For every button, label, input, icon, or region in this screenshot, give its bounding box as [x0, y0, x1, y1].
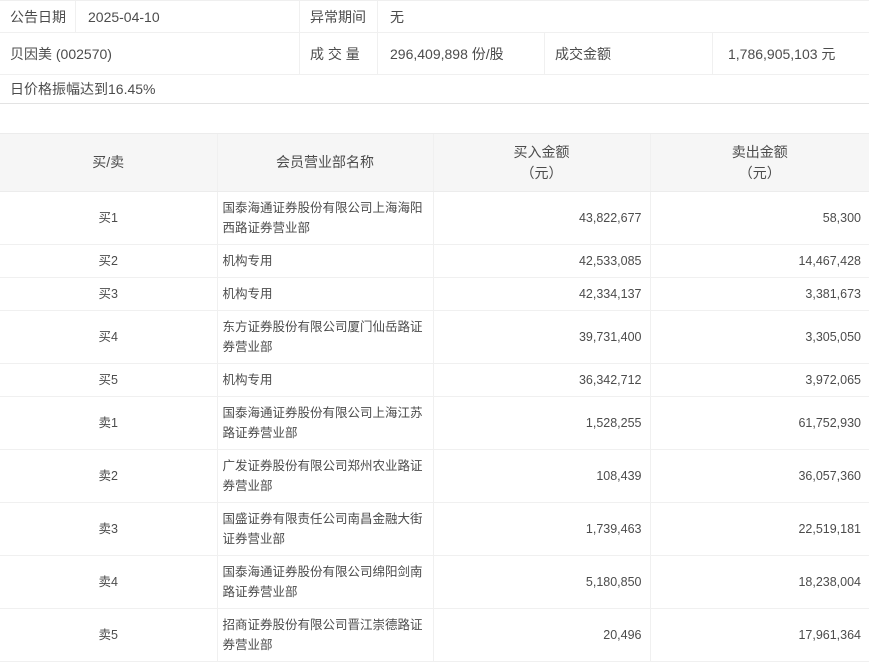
row-branch-name: 机构专用 [216, 277, 433, 311]
row-side-label: 买3 [0, 277, 217, 311]
row-buy-amount: 1,739,463 [432, 502, 650, 556]
row-branch-name: 招商证券股份有限公司晋江崇德路证券营业部 [216, 608, 433, 662]
row-buy-amount: 42,334,137 [432, 277, 650, 311]
volume-label: 成 交 量 [300, 33, 378, 74]
col-header-buy-amount: 买入金额 （元） [432, 133, 650, 192]
row-buy-amount: 20,496 [432, 608, 650, 662]
row-side-label: 买5 [0, 363, 217, 397]
announce-date-value: 2025-04-10 [76, 1, 300, 32]
col-header-branch: 会员营业部名称 [216, 133, 433, 192]
row-side-label: 卖2 [0, 449, 217, 503]
row-buy-amount: 36,342,712 [432, 363, 650, 397]
row-sell-amount: 36,057,360 [649, 449, 869, 503]
row-sell-amount: 61,752,930 [649, 396, 869, 450]
row-sell-amount: 3,972,065 [649, 363, 869, 397]
table-row: 买5 机构专用 36,342,712 3,972,065 [0, 363, 869, 397]
row-sell-amount: 3,305,050 [649, 310, 869, 364]
table-body: 买1 国泰海通证券股份有限公司上海海阳西路证券营业部 43,822,677 58… [0, 191, 869, 662]
table-row: 买3 机构专用 42,334,137 3,381,673 [0, 277, 869, 311]
row-branch-name: 广发证券股份有限公司郑州农业路证券营业部 [216, 449, 433, 503]
row-buy-amount: 1,528,255 [432, 396, 650, 450]
broker-seats-table: 买/卖 会员营业部名称 买入金额 （元） 卖出金额 （元） 买1 国泰海通证券股… [0, 133, 869, 662]
row-side-label: 卖3 [0, 502, 217, 556]
table-row: 卖5 招商证券股份有限公司晋江崇德路证券营业部 20,496 17,961,36… [0, 608, 869, 662]
stock-info-panel: 公告日期 2025-04-10 异常期间 无 贝因美 (002570) 成 交 … [0, 0, 869, 104]
row-buy-amount: 43,822,677 [432, 191, 650, 245]
row-branch-name: 东方证券股份有限公司厦门仙岳路证券营业部 [216, 310, 433, 364]
row-side-label: 买1 [0, 191, 217, 245]
row-side-label: 卖1 [0, 396, 217, 450]
table-row: 卖4 国泰海通证券股份有限公司绵阳剑南路证券营业部 5,180,850 18,2… [0, 555, 869, 609]
row-sell-amount: 18,238,004 [649, 555, 869, 609]
row-branch-name: 机构专用 [216, 244, 433, 278]
row-branch-name: 机构专用 [216, 363, 433, 397]
info-row-announce: 公告日期 2025-04-10 异常期间 无 [0, 1, 869, 33]
row-buy-amount: 39,731,400 [432, 310, 650, 364]
row-buy-amount: 42,533,085 [432, 244, 650, 278]
turnover-label: 成交金额 [545, 33, 713, 74]
stock-name: 贝因美 (002570) [0, 33, 300, 74]
volume-value: 296,409,898 份/股 [378, 33, 545, 74]
row-side-label: 卖4 [0, 555, 217, 609]
col-header-sell-amount: 卖出金额 （元） [649, 133, 869, 192]
row-branch-name: 国泰海通证券股份有限公司绵阳剑南路证券营业部 [216, 555, 433, 609]
row-branch-name: 国泰海通证券股份有限公司上海江苏路证券营业部 [216, 396, 433, 450]
row-branch-name: 国盛证券有限责任公司南昌金融大街证券营业部 [216, 502, 433, 556]
row-sell-amount: 17,961,364 [649, 608, 869, 662]
table-row: 卖2 广发证券股份有限公司郑州农业路证券营业部 108,439 36,057,3… [0, 449, 869, 503]
col-header-side: 买/卖 [0, 133, 217, 192]
info-row-reason: 日价格振幅达到16.45% [0, 75, 869, 104]
table-row: 买4 东方证券股份有限公司厦门仙岳路证券营业部 39,731,400 3,305… [0, 310, 869, 364]
row-sell-amount: 14,467,428 [649, 244, 869, 278]
row-sell-amount: 58,300 [649, 191, 869, 245]
section-spacer [0, 104, 869, 133]
table-row: 买1 国泰海通证券股份有限公司上海海阳西路证券营业部 43,822,677 58… [0, 191, 869, 245]
abnormal-period-label: 异常期间 [300, 1, 378, 32]
row-sell-amount: 22,519,181 [649, 502, 869, 556]
row-buy-amount: 108,439 [432, 449, 650, 503]
table-row: 卖1 国泰海通证券股份有限公司上海江苏路证券营业部 1,528,255 61,7… [0, 396, 869, 450]
turnover-value: 1,786,905,103 元 [728, 45, 836, 62]
row-side-label: 卖5 [0, 608, 217, 662]
announce-date-label: 公告日期 [0, 1, 76, 32]
abnormal-period-value: 无 [390, 8, 404, 25]
price-amplitude-note: 日价格振幅达到16.45% [10, 81, 156, 97]
col-header-buy-unit: （元） [520, 164, 563, 181]
row-buy-amount: 5,180,850 [432, 555, 650, 609]
row-side-label: 买4 [0, 310, 217, 364]
table-row: 买2 机构专用 42,533,085 14,467,428 [0, 244, 869, 278]
col-header-sell-unit: （元） [738, 164, 781, 181]
row-sell-amount: 3,381,673 [649, 277, 869, 311]
info-row-stock: 贝因美 (002570) 成 交 量 296,409,898 份/股 成交金额 … [0, 33, 869, 75]
table-header-row: 买/卖 会员营业部名称 买入金额 （元） 卖出金额 （元） [0, 133, 869, 192]
table-row: 卖3 国盛证券有限责任公司南昌金融大街证券营业部 1,739,463 22,51… [0, 502, 869, 556]
col-header-buy-line1: 买入金额 [513, 143, 570, 160]
row-branch-name: 国泰海通证券股份有限公司上海海阳西路证券营业部 [216, 191, 433, 245]
row-side-label: 买2 [0, 244, 217, 278]
col-header-sell-line1: 卖出金额 [731, 143, 788, 160]
